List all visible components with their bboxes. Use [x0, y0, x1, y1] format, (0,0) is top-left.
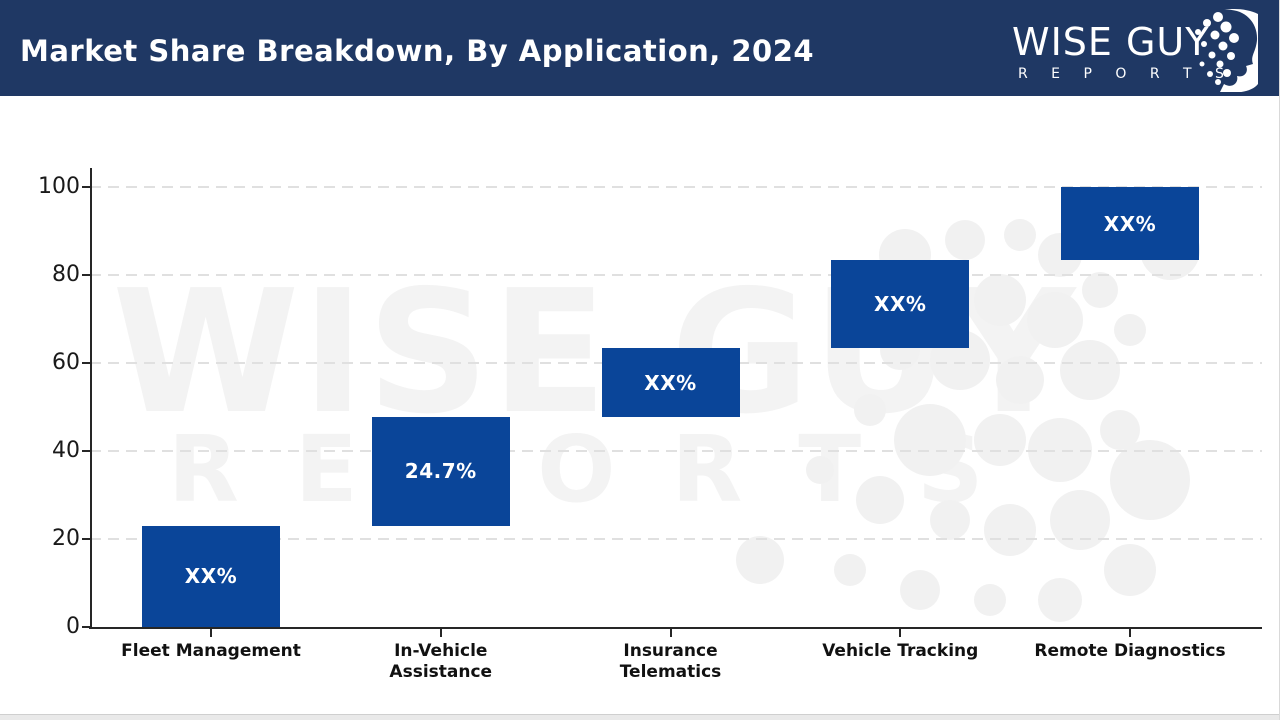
y-tick-mark [82, 362, 90, 364]
y-tick-mark [82, 450, 90, 452]
dotted-face-icon [1195, 9, 1258, 92]
x-category-label: Remote Diagnostics [1034, 641, 1226, 661]
x-tick-mark [439, 629, 442, 637]
y-tick-label: 0 [66, 614, 80, 639]
footer-strip [0, 714, 1279, 720]
y-tick-mark [82, 186, 90, 188]
x-tick-mark [899, 629, 902, 637]
wise-guy-reports-logo: WISE GUY R E P O R T S [1012, 6, 1262, 92]
y-tick-label: 20 [52, 526, 80, 551]
bar: XX% [1061, 187, 1199, 261]
y-axis-line [90, 168, 92, 629]
y-tick-mark [82, 626, 90, 628]
x-category-label: Fleet Management [121, 641, 301, 661]
logo-wordmark: WISE GUY R E P O R T S [1012, 20, 1234, 84]
gridline [90, 186, 1262, 188]
x-category-label: Insurance Telematics [619, 641, 722, 682]
bar-value-label: 24.7% [404, 459, 477, 484]
gridline [90, 274, 1262, 276]
y-tick-mark [82, 274, 90, 276]
bar-value-label: XX% [874, 292, 927, 317]
header-bar: Market Share Breakdown, By Application, … [0, 0, 1279, 96]
bar-value-label: XX% [184, 564, 238, 589]
gridline [90, 450, 1262, 452]
x-tick-mark [210, 629, 212, 637]
watermark-text-line2: R E P O R T S [168, 416, 996, 523]
y-tick-label: 80 [52, 262, 80, 287]
bar: XX% [831, 260, 970, 349]
x-category-label: In-Vehicle Assistance [389, 641, 493, 682]
x-tick-mark [669, 629, 672, 637]
page-title: Market Share Breakdown, By Application, … [20, 34, 815, 68]
y-tick-label: 100 [38, 174, 80, 199]
bar-value-label: XX% [1103, 211, 1157, 236]
bar-value-label: XX% [644, 370, 697, 395]
logo-wordmark-line2: R E P O R T S [1018, 66, 1234, 82]
gridline [90, 538, 1262, 540]
x-axis-line [89, 627, 1262, 629]
x-tick-mark [1129, 629, 1131, 637]
y-tick-mark [82, 538, 90, 540]
y-tick-label: 40 [52, 438, 80, 463]
bar: XX% [601, 348, 740, 418]
logo-wordmark-line1: WISE GUY [1012, 20, 1210, 64]
bar: XX% [142, 525, 280, 627]
y-tick-label: 60 [52, 350, 80, 375]
x-category-label: Vehicle Tracking [822, 641, 979, 661]
bar: 24.7% [371, 417, 510, 526]
